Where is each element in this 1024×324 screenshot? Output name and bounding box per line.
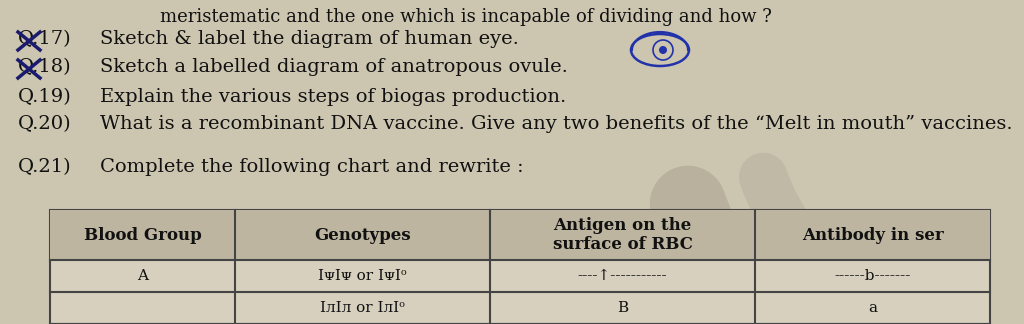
- Text: What is a recombinant DNA vaccine. Give any two benefits of the “Melt in mouth” : What is a recombinant DNA vaccine. Give …: [100, 115, 1013, 133]
- Text: Antibody in ser: Antibody in ser: [802, 226, 943, 244]
- Text: Genotypes: Genotypes: [314, 226, 411, 244]
- Text: Sketch a labelled diagram of anatropous ovule.: Sketch a labelled diagram of anatropous …: [100, 58, 568, 76]
- Bar: [50, 210, 990, 260]
- Text: Q.20): Q.20): [18, 115, 72, 133]
- Text: meristematic and the one which is incapable of dividing and how ?: meristematic and the one which is incapa…: [160, 8, 772, 26]
- Text: Q.17): Q.17): [18, 30, 72, 48]
- Text: Antigen on the
surface of RBC: Antigen on the surface of RBC: [553, 217, 692, 253]
- Text: Sketch & label the diagram of human eye.: Sketch & label the diagram of human eye.: [100, 30, 519, 48]
- Text: ----↑-----------: ----↑-----------: [578, 269, 668, 283]
- Bar: [50, 210, 990, 324]
- Text: B: B: [616, 301, 628, 315]
- Text: A: A: [137, 269, 148, 283]
- Text: Q.21): Q.21): [18, 158, 72, 176]
- Text: a: a: [868, 301, 877, 315]
- Text: Blood Group: Blood Group: [84, 226, 202, 244]
- Text: Q.19): Q.19): [18, 88, 72, 106]
- Text: Complete the following chart and rewrite :: Complete the following chart and rewrite…: [100, 158, 523, 176]
- Text: Explain the various steps of biogas production.: Explain the various steps of biogas prod…: [100, 88, 566, 106]
- Text: Q.18): Q.18): [18, 58, 72, 76]
- Text: IᴪIᴪ or IᴪIᵒ: IᴪIᴪ or IᴪIᵒ: [318, 269, 407, 283]
- Text: ------b-------: ------b-------: [835, 269, 910, 283]
- Text: IᴫIᴫ or IᴫIᵒ: IᴫIᴫ or IᴫIᵒ: [319, 301, 406, 315]
- Circle shape: [659, 46, 667, 54]
